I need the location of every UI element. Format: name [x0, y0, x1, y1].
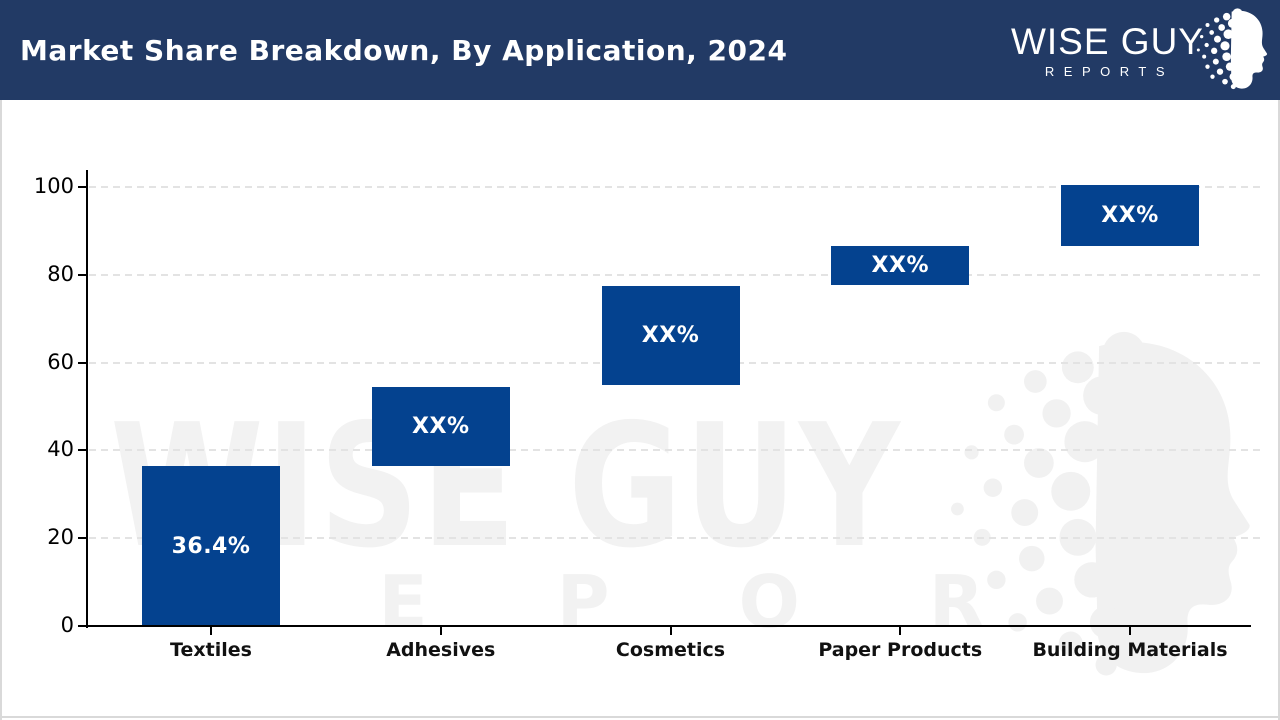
- gridline-40: [89, 449, 1260, 452]
- category-label-adhesives: Adhesives: [386, 639, 496, 661]
- x-tick-building-materials: [1129, 627, 1131, 635]
- category-label-textiles: Textiles: [170, 639, 252, 661]
- brand-wordmark: WISE GUY REPORTS: [1011, 21, 1204, 79]
- y-tick-label: 40: [47, 437, 74, 462]
- bar-textiles: 36.4%: [142, 466, 280, 626]
- x-tick-cosmetics: [669, 627, 672, 635]
- bar-cosmetics: XX%: [601, 286, 740, 385]
- y-tick-label: 0: [60, 613, 74, 637]
- y-tick-label: 20: [47, 525, 74, 550]
- y-tick-label: 60: [47, 349, 74, 374]
- bottom-divider: [0, 716, 1280, 718]
- category-label-cosmetics: Cosmetics: [615, 639, 726, 661]
- brand-name: WISE GUY: [1010, 21, 1204, 62]
- header: Market Share Breakdown, By Application, …: [0, 0, 1280, 100]
- gridline-80: [89, 273, 1260, 276]
- y-tick-80: [78, 273, 87, 276]
- brand-subtitle: REPORTS: [1044, 64, 1175, 79]
- y-tick-100: [78, 186, 87, 188]
- bar-value-label: XX%: [641, 323, 700, 349]
- page-title: Market Share Breakdown, By Application, …: [20, 33, 788, 67]
- y-tick-label: 80: [47, 261, 74, 286]
- bar-paper-products: XX%: [831, 245, 970, 285]
- bar-building-materials: XX%: [1061, 184, 1199, 246]
- y-tick-label: 100: [33, 174, 74, 198]
- y-tick-20: [78, 537, 87, 540]
- gridline-20: [89, 537, 1260, 540]
- y-axis-line: [86, 170, 88, 628]
- bar-value-label: XX%: [871, 252, 929, 278]
- gridline-100: [89, 186, 1260, 188]
- x-tick-adhesives: [439, 627, 442, 635]
- y-tick-40: [78, 449, 87, 452]
- y-tick-60: [78, 361, 87, 364]
- x-tick-paper-products: [899, 627, 902, 635]
- x-axis-line: [86, 625, 1251, 627]
- bar-value-label: XX%: [1101, 202, 1159, 228]
- y-tick-0: [78, 625, 87, 627]
- x-tick-textiles: [210, 627, 212, 635]
- bar-value-label: 36.4%: [171, 533, 251, 559]
- category-label-building-materials: Building Materials: [1032, 639, 1228, 661]
- brand-logo: WISE GUY REPORTS: [1011, 6, 1280, 94]
- bar-value-label: XX%: [412, 414, 470, 440]
- category-label-paper-products: Paper Products: [818, 639, 983, 661]
- bar-adhesives: XX%: [371, 387, 510, 467]
